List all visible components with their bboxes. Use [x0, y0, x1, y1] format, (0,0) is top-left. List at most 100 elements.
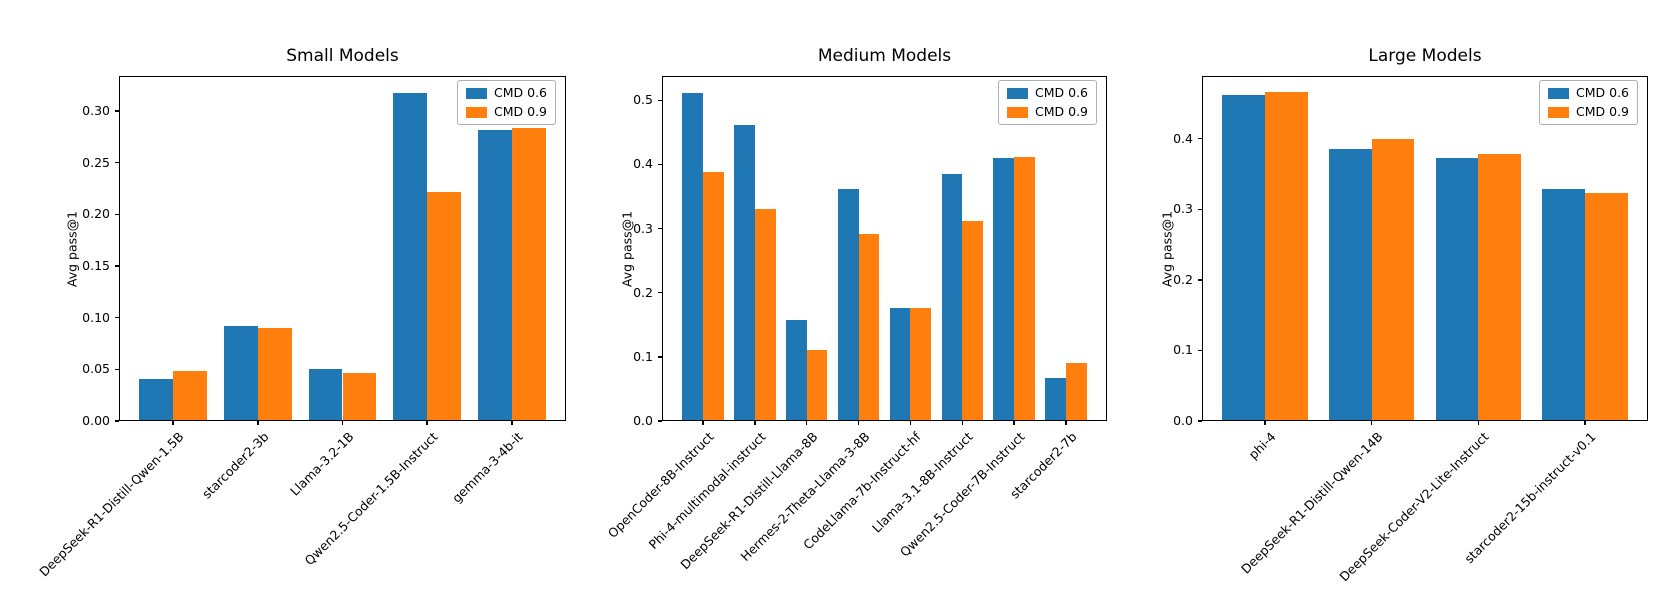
bar [1371, 138, 1415, 421]
plot-area [662, 76, 1107, 421]
x-tick-mark [511, 421, 513, 425]
y-tick-label: 0.0 [633, 413, 653, 428]
bar [1542, 188, 1586, 421]
x-tick-mark [1264, 421, 1266, 425]
y-tick-label: 0.15 [82, 258, 110, 274]
bar [427, 191, 462, 421]
legend-swatch-cmd-0-9 [466, 106, 487, 118]
x-tick-label: starcoder2-7b [1007, 429, 1080, 502]
legend-label: CMD 0.9 [1576, 104, 1629, 119]
y-tick-mark [115, 317, 119, 319]
bar [1222, 95, 1265, 421]
legend: CMD 0.6 CMD 0.9 [457, 80, 556, 125]
y-tick-mark [115, 162, 119, 164]
legend-label: CMD 0.6 [1576, 85, 1629, 100]
y-tick-mark [115, 368, 119, 371]
bar [941, 174, 963, 421]
bar [1585, 193, 1628, 421]
subplot-title: Small Models [286, 46, 399, 66]
legend-item: CMD 0.9 [1007, 105, 1088, 119]
x-tick-label: Qwen2.5-Coder-7B-Instruct [897, 429, 1028, 560]
subplot-title: Large Models [1368, 46, 1482, 66]
y-tick-label: 0.2 [633, 284, 653, 300]
x-tick-label: DeepSeek-R1-Distill-Llama-8B [677, 429, 821, 573]
x-tick-label: DeepSeek-Coder-V2-Lite-Instruct [1336, 429, 1492, 585]
x-tick-mark [754, 421, 756, 425]
plot-area [1202, 76, 1648, 421]
legend-item: CMD 0.6 [1007, 86, 1088, 100]
y-tick-mark [1198, 138, 1202, 140]
y-tick-mark [1198, 420, 1202, 422]
x-tick-label: CodeLlama-7b-Instruct-hf [800, 429, 925, 553]
x-tick-label: starcoder2-15b-instruct-v0.1 [1461, 429, 1599, 567]
legend-swatch-cmd-0-9 [1548, 106, 1569, 118]
legend-swatch-cmd-0-9 [1007, 106, 1028, 118]
y-axis-label: Avg pass@1 [64, 210, 80, 287]
x-tick-mark [341, 421, 344, 425]
x-tick-label: Hermes-2-Theta-Llama-3-8B [737, 429, 873, 565]
x-tick-label: starcoder2-3b [198, 429, 272, 502]
y-tick-label: 0.3 [633, 220, 653, 236]
x-tick-mark [1013, 421, 1015, 425]
y-tick-mark [658, 356, 662, 358]
legend-label: CMD 0.9 [1035, 104, 1088, 119]
y-tick-label: 0.4 [1173, 130, 1193, 146]
bar [139, 378, 174, 421]
y-tick-label: 0.1 [633, 348, 653, 364]
bar [511, 127, 546, 421]
x-tick-label: Qwen2.5-Coder-1.5B-Instruct [301, 429, 441, 569]
x-tick-mark [1065, 421, 1067, 425]
y-tick-mark [115, 110, 119, 112]
x-tick-mark [1370, 421, 1373, 425]
y-tick-label: 0.05 [82, 361, 110, 377]
x-tick-mark [961, 421, 963, 425]
bar [734, 125, 755, 421]
x-tick-label: gemma-3-4b-it [448, 429, 526, 506]
x-tick-mark [172, 421, 174, 425]
x-tick-label: Phi-4-multimodal-instruct [645, 429, 769, 552]
y-axis-label: Avg pass@1 [619, 210, 635, 287]
x-tick-label: Llama-3.1-8B-Instruct [869, 429, 976, 536]
bar [1045, 378, 1066, 421]
x-tick-mark [909, 421, 912, 425]
subplot-title: Medium Models [817, 46, 952, 66]
y-tick-label: 0.00 [82, 413, 110, 428]
y-tick-mark [658, 99, 662, 102]
y-tick-label: 0.0 [1173, 413, 1193, 428]
bar [754, 209, 776, 421]
legend-item: CMD 0.6 [1548, 86, 1629, 100]
bar [1066, 363, 1087, 421]
y-tick-mark [1198, 349, 1202, 352]
x-tick-mark [806, 421, 808, 425]
x-tick-label: phi-4 [1245, 429, 1279, 463]
x-tick-label: DeepSeek-R1-Distill-Qwen-14B [1237, 429, 1386, 577]
legend-swatch-cmd-0-6 [466, 87, 487, 99]
bar [837, 188, 859, 421]
bar [806, 350, 828, 421]
y-tick-mark [658, 420, 662, 422]
legend-label: CMD 0.9 [494, 104, 547, 119]
legend-label: CMD 0.6 [494, 85, 547, 100]
legend-item: CMD 0.6 [466, 86, 547, 100]
y-tick-mark [115, 265, 119, 267]
bar [477, 129, 512, 421]
x-tick-mark [857, 421, 860, 425]
y-tick-label: 0.5 [633, 92, 653, 108]
x-tick-mark [1477, 421, 1480, 425]
legend-item: CMD 0.9 [466, 105, 547, 119]
y-tick-label: 0.2 [1173, 271, 1193, 287]
y-tick-label: 0.1 [1173, 342, 1193, 358]
y-tick-mark [658, 292, 662, 294]
y-tick-label: 0.30 [82, 103, 110, 119]
y-tick-mark [115, 213, 119, 216]
y-tick-mark [115, 420, 119, 422]
plot-area [119, 76, 566, 421]
bar [858, 234, 880, 421]
x-tick-label: Llama-3.2-1B [286, 429, 357, 499]
bar [702, 171, 724, 421]
y-tick-label: 0.3 [1173, 201, 1193, 217]
bar [962, 220, 984, 421]
legend: CMD 0.6 CMD 0.9 [998, 80, 1097, 125]
y-axis-label: Avg pass@1 [1159, 210, 1175, 287]
